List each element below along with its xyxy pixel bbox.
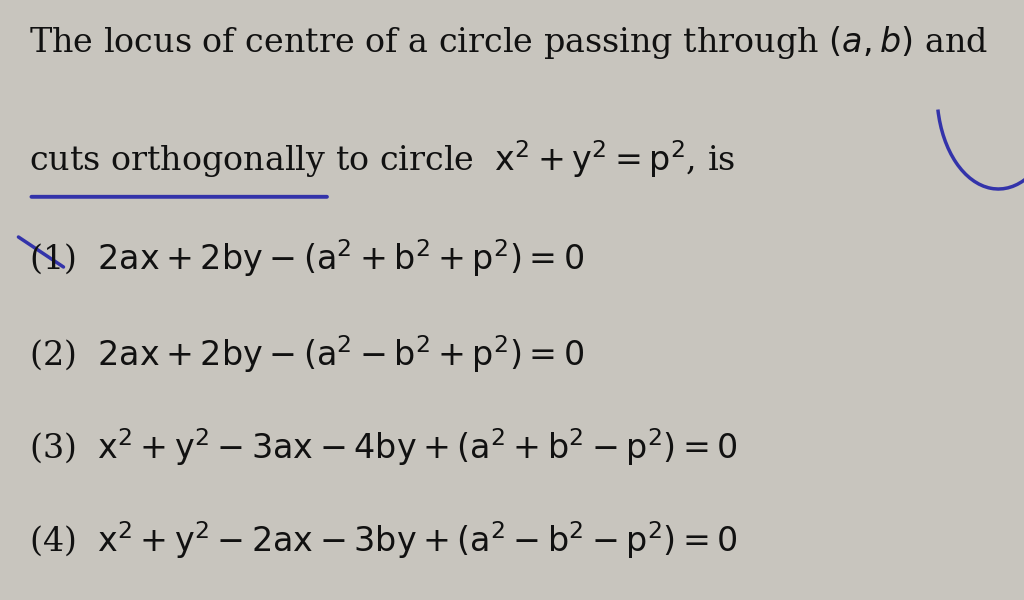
Text: (4)  $\mathrm{x}^2 + \mathrm{y}^2 - 2\mathrm{ax} - 3\mathrm{by} + (\mathrm{a}^2 : (4) $\mathrm{x}^2 + \mathrm{y}^2 - 2\mat… [29,519,737,561]
Text: (3)  $\mathrm{x}^2 + \mathrm{y}^2 - 3\mathrm{ax} - 4\mathrm{by} + (\mathrm{a}^2 : (3) $\mathrm{x}^2 + \mathrm{y}^2 - 3\mat… [29,426,737,468]
Text: (1)  $2\mathrm{ax} + 2\mathrm{by} - (\mathrm{a}^2 + \mathrm{b}^2 + \mathrm{p}^2): (1) $2\mathrm{ax} + 2\mathrm{by} - (\mat… [29,237,584,279]
Text: cuts orthogonally to circle  $\mathrm{x}^2 + \mathrm{y}^2 = \mathrm{p}^2$, is: cuts orthogonally to circle $\mathrm{x}^… [29,138,735,180]
Text: The locus of centre of a circle passing through $(a, b)$ and: The locus of centre of a circle passing … [29,24,987,61]
Text: (2)  $2\mathrm{ax} + 2\mathrm{by} - (\mathrm{a}^2 - \mathrm{b}^2 + \mathrm{p}^2): (2) $2\mathrm{ax} + 2\mathrm{by} - (\mat… [29,333,584,375]
